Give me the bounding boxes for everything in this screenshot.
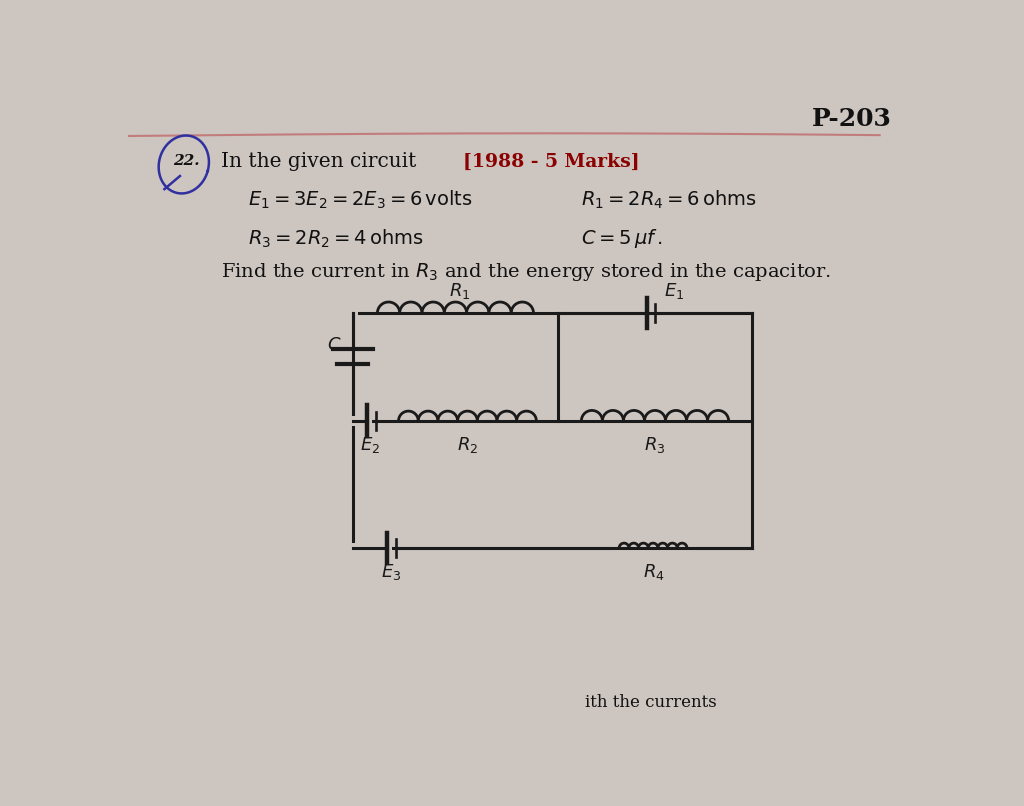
Text: $R_1 = 2R_4 = 6\,\mathrm{ohms}$: $R_1 = 2R_4 = 6\,\mathrm{ohms}$ bbox=[582, 189, 758, 211]
Text: Find the current in $R_3$ and the energy stored in the capacitor.: Find the current in $R_3$ and the energy… bbox=[221, 261, 831, 283]
Text: $R_2$: $R_2$ bbox=[457, 434, 478, 455]
Text: In the given circuit: In the given circuit bbox=[221, 152, 417, 171]
Text: ith the currents: ith the currents bbox=[586, 694, 717, 711]
Text: $R_3$: $R_3$ bbox=[644, 434, 666, 455]
Text: $C$: $C$ bbox=[327, 335, 341, 354]
Text: $E_1 = 3E_2 = 2E_3 = 6\,\mathrm{volts}$: $E_1 = 3E_2 = 2E_3 = 6\,\mathrm{volts}$ bbox=[248, 189, 473, 211]
Text: P-203: P-203 bbox=[811, 106, 891, 131]
Text: $R_3 = 2R_2 = 4\,\mathrm{ohms}$: $R_3 = 2R_2 = 4\,\mathrm{ohms}$ bbox=[248, 227, 424, 250]
Text: $E_3$: $E_3$ bbox=[381, 562, 401, 582]
Text: $E_1$: $E_1$ bbox=[665, 280, 684, 301]
Text: $E_2$: $E_2$ bbox=[359, 434, 380, 455]
Text: $R_1$: $R_1$ bbox=[449, 280, 470, 301]
Text: $C = 5\,\mu f\,.$: $C = 5\,\mu f\,.$ bbox=[582, 227, 664, 250]
Text: [1988 - 5 Marks]: [1988 - 5 Marks] bbox=[463, 152, 640, 170]
Text: 22.: 22. bbox=[173, 155, 200, 168]
Text: $R_4$: $R_4$ bbox=[643, 562, 665, 582]
